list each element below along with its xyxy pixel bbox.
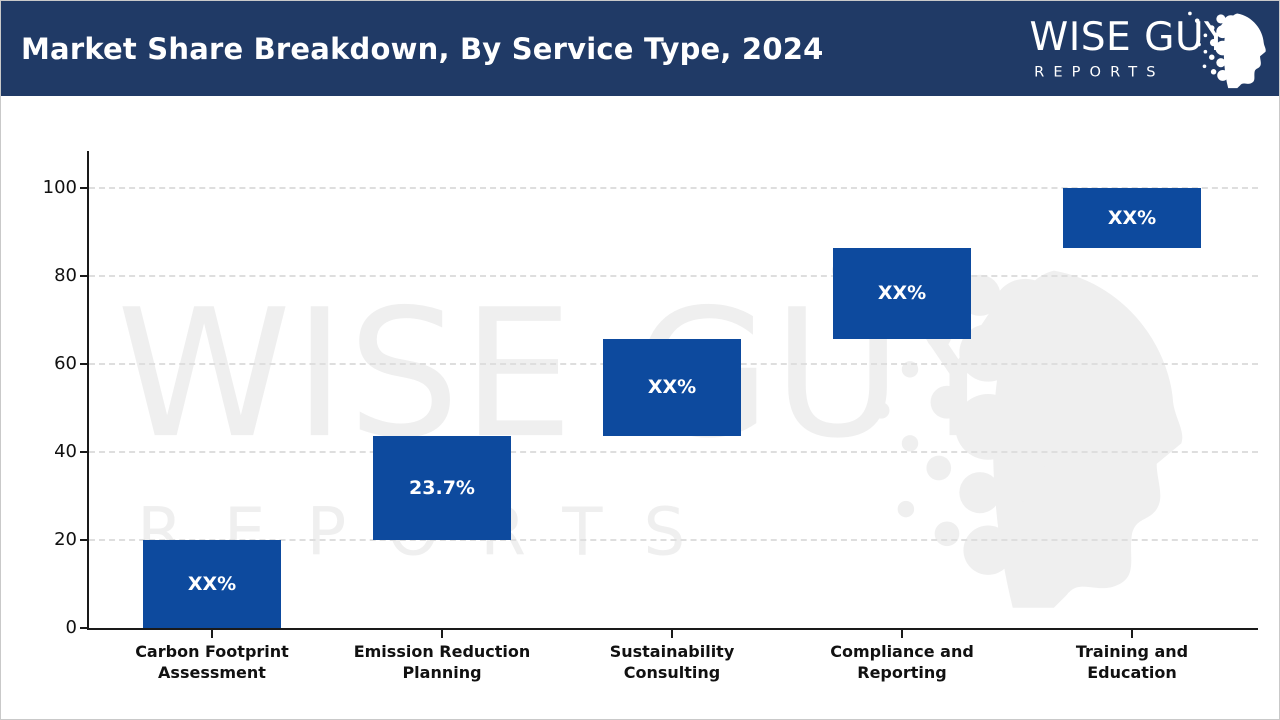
watermark-tagline: REPORTS xyxy=(137,493,726,570)
page-title: Market Share Breakdown, By Service Type,… xyxy=(21,31,824,66)
logo-tagline: REPORTS xyxy=(1034,63,1165,80)
watermark-head-icon xyxy=(831,262,1183,608)
logo-wordmark: WISE GUY xyxy=(1030,14,1229,59)
dotted-head-icon xyxy=(1188,11,1266,88)
wise-guy-reports-logo: WISE GUY REPORTS xyxy=(1030,11,1266,88)
header-bar: Market Share Breakdown, By Service Type,… xyxy=(1,1,1279,96)
chart-area: WISE GUY REPORTS xyxy=(1,96,1279,719)
watermark-logo: WISE GUY REPORTS xyxy=(117,262,1183,608)
